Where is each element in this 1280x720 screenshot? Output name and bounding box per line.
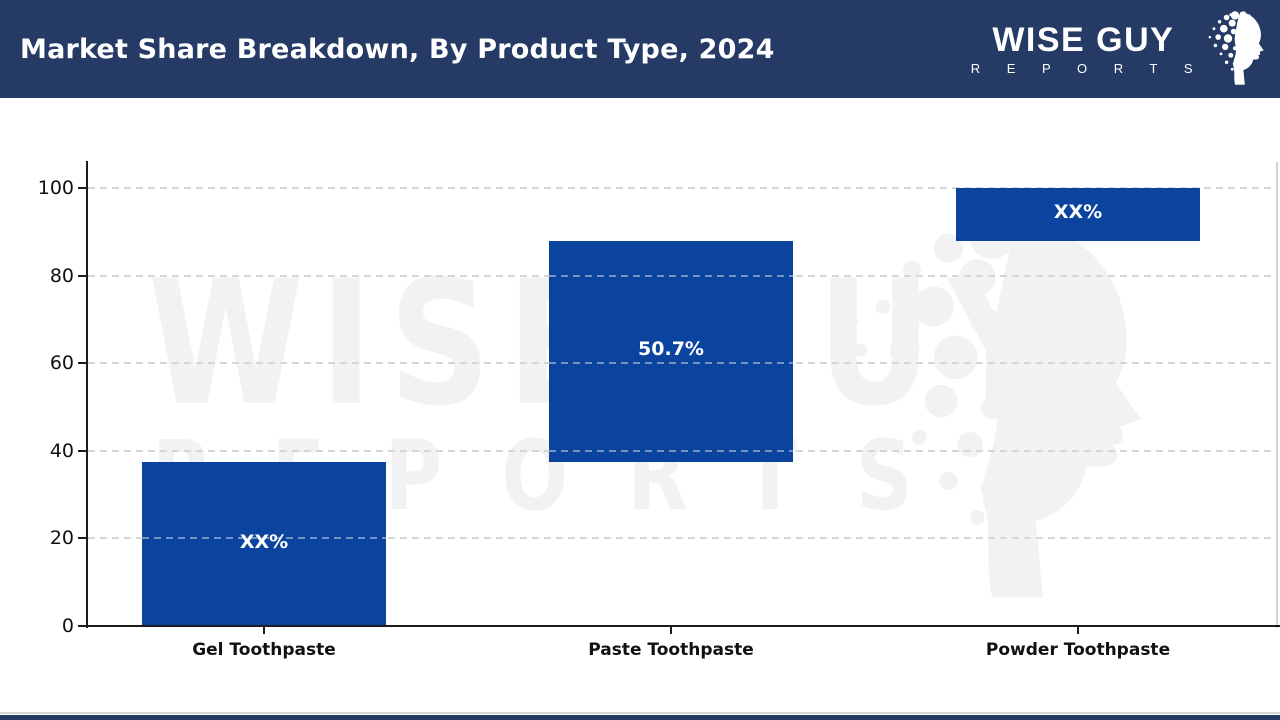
y-tick-mark-100 [78, 187, 86, 189]
x-axis [86, 624, 1280, 627]
y-axis [86, 161, 88, 628]
bar-gridline-40 [549, 449, 793, 452]
bar-gridline-20 [142, 537, 386, 539]
bar-gel-toothpaste [142, 462, 386, 626]
logo-wordmark: WISE GUY R E P O R T S [963, 23, 1204, 76]
bar-gridline-60 [549, 362, 793, 364]
header-bar: Market Share Breakdown, By Product Type,… [0, 0, 1280, 98]
gridline-100 [88, 187, 1276, 189]
y-tick-mark-80 [78, 274, 86, 277]
gridline-20 [88, 537, 1276, 539]
logo-reports-text: R E P O R T S [970, 60, 1204, 76]
logo-wiseguy-text: WISE GUY [992, 20, 1175, 59]
bar-gridline-80 [549, 274, 793, 277]
bar-paste-toothpaste [549, 240, 793, 463]
y-tick-label-60: 60 [49, 352, 74, 374]
bar-value-label-paste-toothpaste: 50.7% [638, 338, 704, 361]
page-title: Market Share Breakdown, By Product Type,… [20, 33, 775, 65]
bar-value-label-gel-toothpaste: XX% [239, 530, 289, 553]
x-tick-mark-3 [1077, 627, 1079, 634]
right-spine [1276, 162, 1278, 628]
watermark-face-icon [849, 215, 1142, 598]
y-tick-label-20: 20 [49, 527, 74, 549]
x-category-label-3: Powder Toothpaste [985, 639, 1171, 660]
bar-value-label-powder-toothpaste: XX% [1053, 201, 1103, 224]
y-tick-mark-60 [78, 362, 86, 364]
y-tick-mark-40 [78, 449, 86, 452]
x-tick-mark-2 [670, 627, 672, 634]
y-tick-mark-20 [78, 537, 86, 539]
footer-bar [0, 715, 1280, 720]
footer-rule [0, 712, 1280, 714]
y-tick-label-100: 100 [37, 177, 74, 199]
x-category-label-1: Gel Toothpaste [192, 639, 336, 660]
y-tick-label-80: 80 [49, 264, 74, 287]
y-tick-label-0: 0 [61, 614, 74, 637]
x-tick-mark-1 [263, 627, 265, 634]
logo: WISE GUY R E P O R T S [963, 0, 1270, 98]
y-tick-mark-0 [78, 624, 86, 627]
wiseguy-face-icon [1208, 11, 1264, 85]
y-tick-label-40: 40 [49, 439, 74, 462]
x-category-label-2: Paste Toothpaste [588, 639, 754, 660]
